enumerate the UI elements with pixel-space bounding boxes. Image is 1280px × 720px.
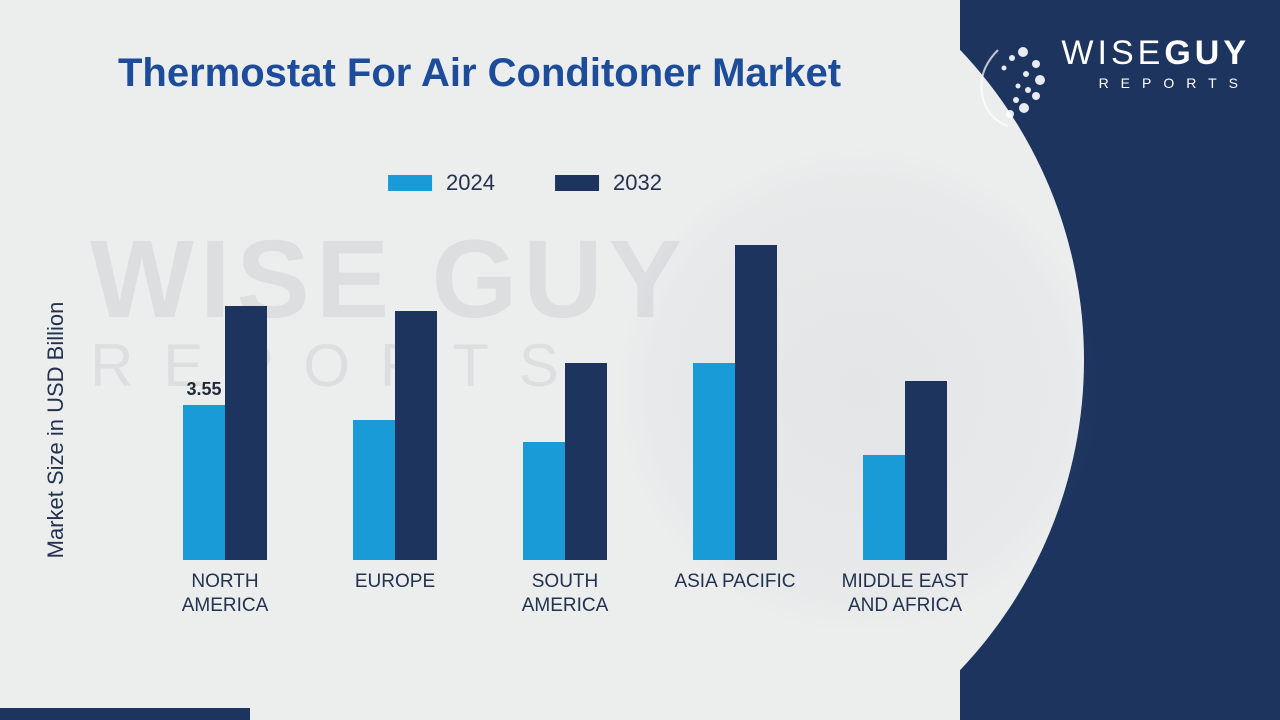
- bar-group: 3.55: [160, 306, 290, 560]
- x-axis-category: SOUTH AMERICA: [500, 560, 630, 690]
- x-axis-category: EUROPE: [330, 560, 460, 690]
- bar: [735, 245, 777, 560]
- legend-label-2024: 2024: [446, 170, 495, 196]
- brand-word-wise: WISE: [1061, 34, 1164, 72]
- bar: [523, 442, 565, 560]
- bar-group: [500, 363, 630, 560]
- x-axis-category: ASIA PACIFIC: [670, 560, 800, 690]
- brand-logo-main: WISEGUY: [1061, 34, 1250, 73]
- logo-head-icon: [968, 40, 1048, 130]
- brand-word-guy: GUY: [1164, 34, 1250, 72]
- legend-item-2032: 2032: [555, 170, 662, 196]
- legend: 2024 2032: [388, 170, 662, 196]
- legend-swatch-2024: [388, 175, 432, 191]
- legend-swatch-2032: [555, 175, 599, 191]
- bar-groups: 3.55: [140, 210, 990, 560]
- bar-group: [840, 381, 970, 560]
- x-axis-labels: NORTH AMERICA EUROPE SOUTH AMERICA ASIA PAC…: [140, 560, 990, 690]
- page-root: WISE GUY REPORTS WISEGUY REPORTS Thermos…: [0, 0, 1280, 720]
- bar-group: [330, 311, 460, 560]
- y-axis-label: Market Size in USD Billion: [43, 302, 69, 559]
- bar: [395, 311, 437, 560]
- brand-logo: WISEGUY REPORTS: [1061, 34, 1250, 91]
- bar: [905, 381, 947, 560]
- bar-group: [670, 245, 800, 560]
- legend-label-2032: 2032: [613, 170, 662, 196]
- bar: 3.55: [183, 405, 225, 560]
- chart-container: Market Size in USD Billion 2024 2032 3.5…: [60, 170, 990, 690]
- x-axis-category: MIDDLE EAST AND AFRICA: [840, 560, 970, 690]
- legend-item-2024: 2024: [388, 170, 495, 196]
- chart-title: Thermostat For Air Conditoner Market: [118, 50, 841, 97]
- plot-area: 3.55: [140, 210, 990, 560]
- brand-logo-sub: REPORTS: [1061, 75, 1250, 91]
- footer-accent-bar: [0, 708, 250, 720]
- bar: [863, 455, 905, 560]
- bar: [565, 363, 607, 560]
- bar-value-label: 3.55: [186, 379, 221, 400]
- bar: [225, 306, 267, 560]
- bar: [353, 420, 395, 560]
- bar: [693, 363, 735, 560]
- x-axis-category: NORTH AMERICA: [160, 560, 290, 690]
